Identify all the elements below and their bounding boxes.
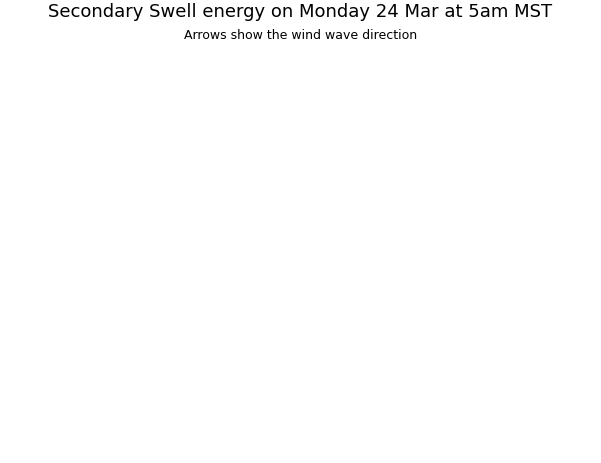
- Text: cartopy required: cartopy required: [243, 246, 358, 261]
- Text: Arrows show the wind wave direction: Arrows show the wind wave direction: [184, 29, 417, 42]
- Text: Secondary Swell energy on Monday 24 Mar at 5am MST: Secondary Swell energy on Monday 24 Mar …: [49, 3, 552, 21]
